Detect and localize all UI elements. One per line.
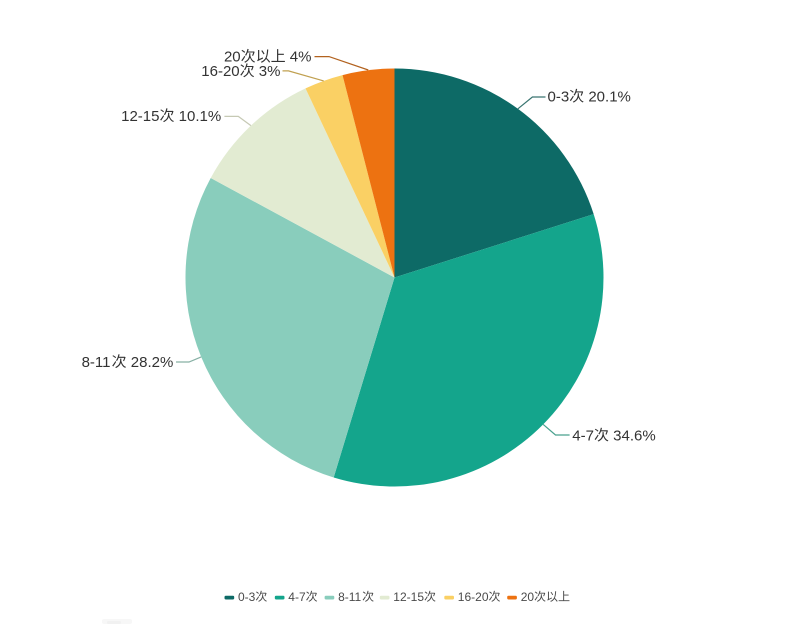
svg-text:16-20: 16-20 — [458, 590, 489, 604]
svg-text:34.6%: 34.6% — [609, 427, 656, 444]
svg-text:4-7: 4-7 — [572, 427, 594, 444]
svg-text:20: 20 — [224, 49, 241, 66]
svg-text:12-15: 12-15 — [121, 108, 159, 125]
svg-text:3%: 3% — [255, 63, 281, 80]
svg-text:0-3: 0-3 — [238, 590, 256, 604]
svg-text:12-15: 12-15 — [393, 590, 424, 604]
svg-text:8-11: 8-11 — [82, 354, 111, 371]
svg-text:28.2%: 28.2% — [127, 354, 174, 371]
svg-text:16-20: 16-20 — [201, 63, 239, 80]
svg-text:10.1%: 10.1% — [175, 108, 222, 125]
svg-text:4-7: 4-7 — [288, 590, 306, 604]
svg-text:20.1%: 20.1% — [584, 88, 631, 105]
svg-text:4%: 4% — [286, 49, 312, 66]
svg-text:0-3: 0-3 — [548, 88, 570, 105]
svg-text:20: 20 — [521, 590, 535, 604]
svg-text:8-11: 8-11 — [338, 590, 361, 604]
